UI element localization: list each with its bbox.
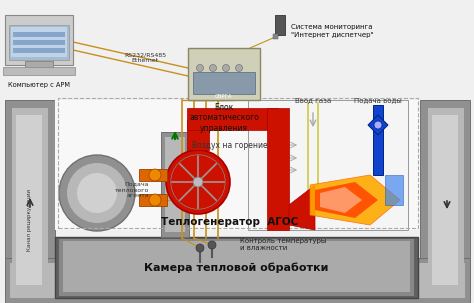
Circle shape [77, 173, 117, 213]
Text: Контроль температуры
и влажности: Контроль температуры и влажности [240, 238, 327, 251]
Circle shape [196, 244, 204, 252]
Text: Ввод газа: Ввод газа [295, 97, 331, 103]
Bar [11, 27, 67, 57]
Text: Теплогенератор  АГОС: Теплогенератор АГОС [161, 217, 299, 227]
Bar [25, 61, 53, 69]
Bar [5, 258, 470, 303]
Bar [3, 67, 75, 75]
Bar [63, 241, 410, 292]
Circle shape [67, 163, 127, 223]
Bar [16, 115, 42, 285]
Bar [275, 15, 285, 35]
Bar [267, 108, 289, 230]
Bar [161, 132, 189, 237]
Circle shape [210, 65, 217, 72]
Bar [165, 137, 185, 232]
Text: Канал рециркуляции: Канал рециркуляции [27, 189, 33, 251]
Bar [59, 239, 414, 296]
Bar [12, 108, 48, 290]
Bar [385, 175, 403, 205]
Circle shape [222, 65, 229, 72]
Text: Блок
автоматического
управления: Блок автоматического управления [189, 103, 259, 133]
Text: Камера тепловой обработки: Камера тепловой обработки [144, 262, 328, 273]
Circle shape [149, 194, 161, 206]
Circle shape [208, 241, 216, 249]
Bar [13, 32, 65, 37]
Circle shape [374, 121, 382, 129]
Polygon shape [315, 182, 378, 218]
Bar [13, 48, 65, 53]
Bar [139, 194, 167, 206]
Bar [55, 100, 420, 230]
Text: Подача
теплового
агента: Подача теплового агента [115, 182, 149, 198]
Bar [188, 48, 260, 100]
Polygon shape [320, 187, 362, 213]
Bar [373, 105, 383, 175]
Text: Подача воды: Подача воды [354, 97, 402, 103]
Bar [273, 34, 278, 39]
Bar [58, 98, 418, 228]
Circle shape [193, 177, 203, 187]
Text: Система мониторинга
"Интернет диспетчер": Система мониторинга "Интернет диспетчер" [291, 25, 374, 38]
Bar [10, 263, 465, 298]
Text: Компьютер с АРМ: Компьютер с АРМ [8, 82, 70, 88]
Bar [55, 237, 418, 298]
Bar [187, 108, 278, 130]
Bar [193, 72, 255, 94]
Circle shape [197, 65, 203, 72]
Polygon shape [368, 115, 388, 135]
Bar [432, 115, 458, 285]
Bar [420, 100, 470, 295]
Bar [428, 108, 464, 290]
Circle shape [236, 65, 243, 72]
Bar [248, 100, 408, 230]
Bar [139, 169, 167, 181]
Circle shape [149, 169, 161, 181]
Text: СВРГА: СВРГА [215, 95, 233, 99]
Bar [187, 120, 209, 150]
Bar [9, 25, 69, 60]
Bar [13, 40, 65, 45]
Polygon shape [310, 175, 400, 225]
Text: Воздух на горение: Воздух на горение [192, 141, 268, 149]
Text: RS232/RS485
Ethernet: RS232/RS485 Ethernet [124, 53, 166, 63]
Bar [5, 100, 55, 295]
Circle shape [59, 155, 135, 231]
Circle shape [166, 150, 230, 214]
Bar [5, 15, 73, 65]
Polygon shape [289, 185, 315, 230]
